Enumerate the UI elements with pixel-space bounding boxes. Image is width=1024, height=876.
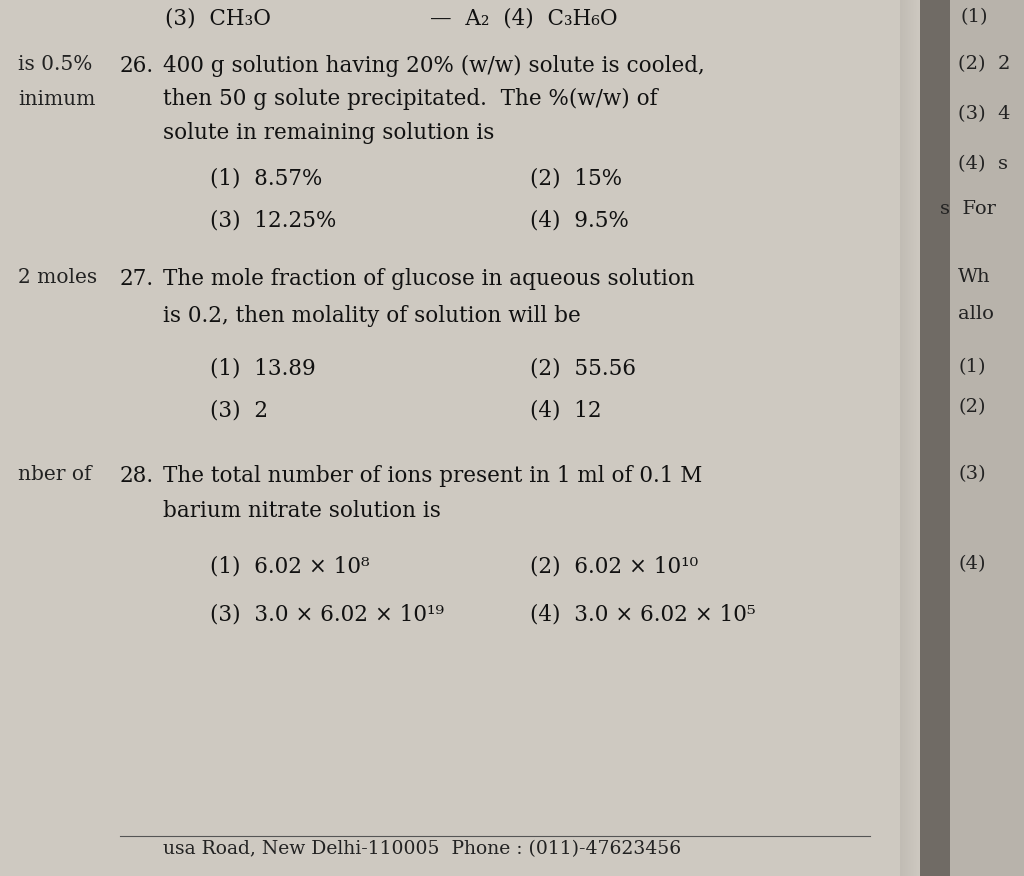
Text: is 0.2, then molality of solution will be: is 0.2, then molality of solution will b… bbox=[163, 305, 581, 327]
Text: nber of: nber of bbox=[18, 465, 91, 484]
Text: 28.: 28. bbox=[120, 465, 155, 487]
Text: (1)  8.57%: (1) 8.57% bbox=[210, 168, 323, 190]
Text: 2 moles: 2 moles bbox=[18, 268, 97, 287]
Text: barium nitrate solution is: barium nitrate solution is bbox=[163, 500, 441, 522]
Text: (4): (4) bbox=[958, 555, 985, 573]
Text: Wh: Wh bbox=[958, 268, 990, 286]
Text: (1)  13.89: (1) 13.89 bbox=[210, 358, 315, 380]
Text: (3)  2: (3) 2 bbox=[210, 400, 268, 422]
Bar bbox=[950, 0, 1024, 876]
Text: is 0.5%: is 0.5% bbox=[18, 55, 92, 74]
Text: (4)  12: (4) 12 bbox=[530, 400, 602, 422]
Text: (1)  6.02 × 10⁸: (1) 6.02 × 10⁸ bbox=[210, 555, 370, 577]
Text: 400 g solution having 20% (w/w) solute is cooled,: 400 g solution having 20% (w/w) solute i… bbox=[163, 55, 705, 77]
Text: (3)  12.25%: (3) 12.25% bbox=[210, 210, 336, 232]
Text: (1): (1) bbox=[958, 358, 985, 376]
Text: (2)  2: (2) 2 bbox=[958, 55, 1011, 73]
Text: inimum: inimum bbox=[18, 90, 95, 109]
Text: (2): (2) bbox=[958, 398, 985, 416]
Text: 26.: 26. bbox=[120, 55, 155, 77]
Text: (2)  15%: (2) 15% bbox=[530, 168, 623, 190]
Text: allo: allo bbox=[958, 305, 994, 323]
Text: (1): (1) bbox=[961, 8, 987, 26]
Text: (3)  3.0 × 6.02 × 10¹⁹: (3) 3.0 × 6.02 × 10¹⁹ bbox=[210, 603, 444, 625]
Text: (4)  9.5%: (4) 9.5% bbox=[530, 210, 629, 232]
Text: usa Road, New Delhi-110005  Phone : (011)-47623456: usa Road, New Delhi-110005 Phone : (011)… bbox=[163, 840, 681, 858]
Text: (4)  s: (4) s bbox=[958, 155, 1008, 173]
Text: The mole fraction of glucose in aqueous solution: The mole fraction of glucose in aqueous … bbox=[163, 268, 694, 290]
Text: then 50 g solute precipitated.  The %(w/w) of: then 50 g solute precipitated. The %(w/w… bbox=[163, 88, 657, 110]
Text: (4)  3.0 × 6.02 × 10⁵: (4) 3.0 × 6.02 × 10⁵ bbox=[530, 603, 756, 625]
Text: (2)  6.02 × 10¹⁰: (2) 6.02 × 10¹⁰ bbox=[530, 555, 698, 577]
Text: (3): (3) bbox=[958, 465, 986, 483]
Text: (3)  CH₃O: (3) CH₃O bbox=[165, 8, 271, 30]
Text: (2)  55.56: (2) 55.56 bbox=[530, 358, 636, 380]
Bar bbox=[920, 0, 950, 876]
Text: —  A₂  (4)  C₃H₆O: — A₂ (4) C₃H₆O bbox=[430, 8, 617, 30]
Text: solute in remaining solution is: solute in remaining solution is bbox=[163, 122, 495, 144]
Text: s  For: s For bbox=[940, 200, 996, 218]
Text: (3)  4: (3) 4 bbox=[958, 105, 1011, 123]
Text: 27.: 27. bbox=[120, 268, 155, 290]
Text: The total number of ions present in 1 ml of 0.1 M: The total number of ions present in 1 ml… bbox=[163, 465, 702, 487]
